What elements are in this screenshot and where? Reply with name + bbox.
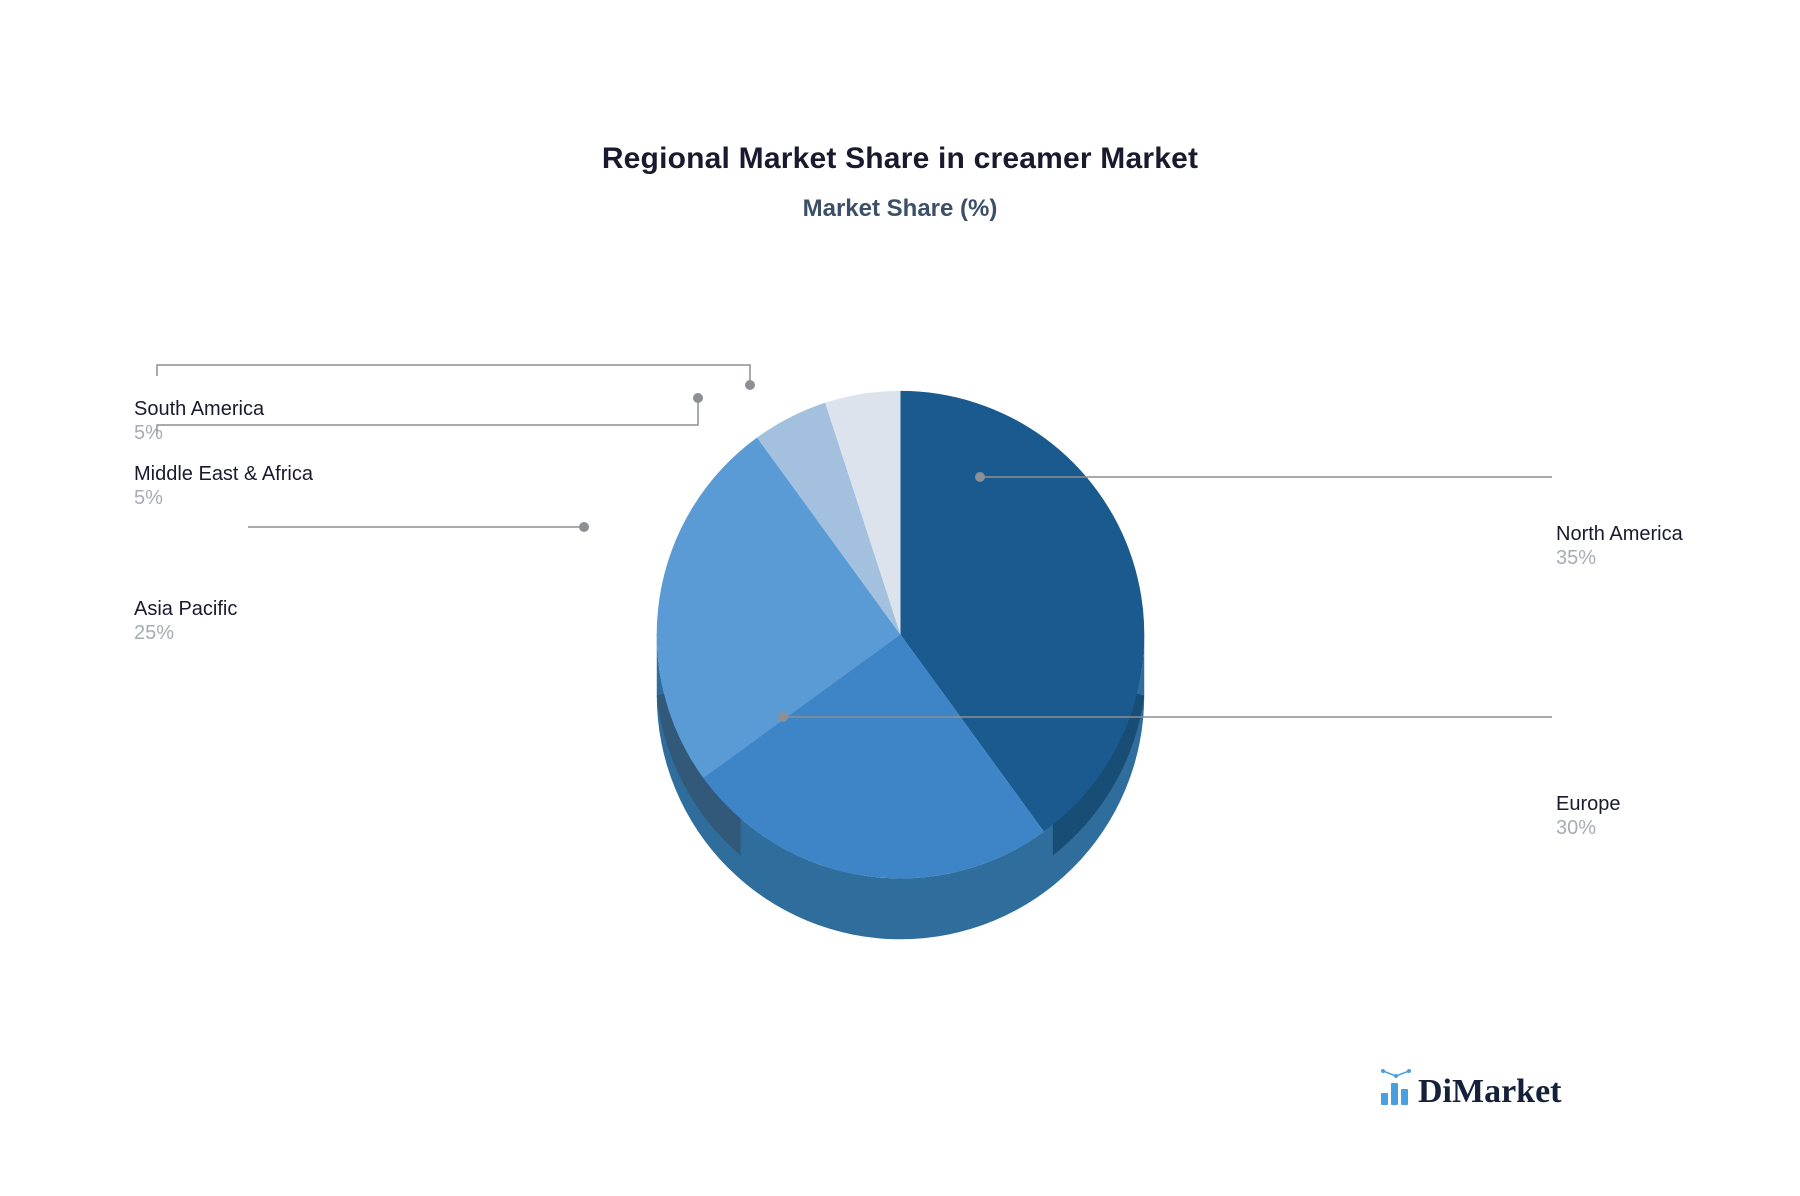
label-asia-pacific: Asia Pacific 25% (134, 598, 237, 645)
label-europe: Europe 30% (1556, 793, 1621, 840)
label-middle-east-africa: Middle East & Africa 5% (134, 463, 313, 510)
logo-bars-icon (1381, 1079, 1408, 1105)
pie-chart (573, 330, 1228, 985)
brand-name: DiMarket (1418, 1073, 1562, 1111)
chart-subtitle: Market Share (%) (0, 195, 1800, 223)
chart-title: Regional Market Share in creamer Market (0, 142, 1800, 176)
brand-logo: DiMarket (1381, 1073, 1562, 1111)
label-north-america: North America 35% (1556, 523, 1683, 570)
label-south-america: South America 5% (134, 398, 264, 445)
